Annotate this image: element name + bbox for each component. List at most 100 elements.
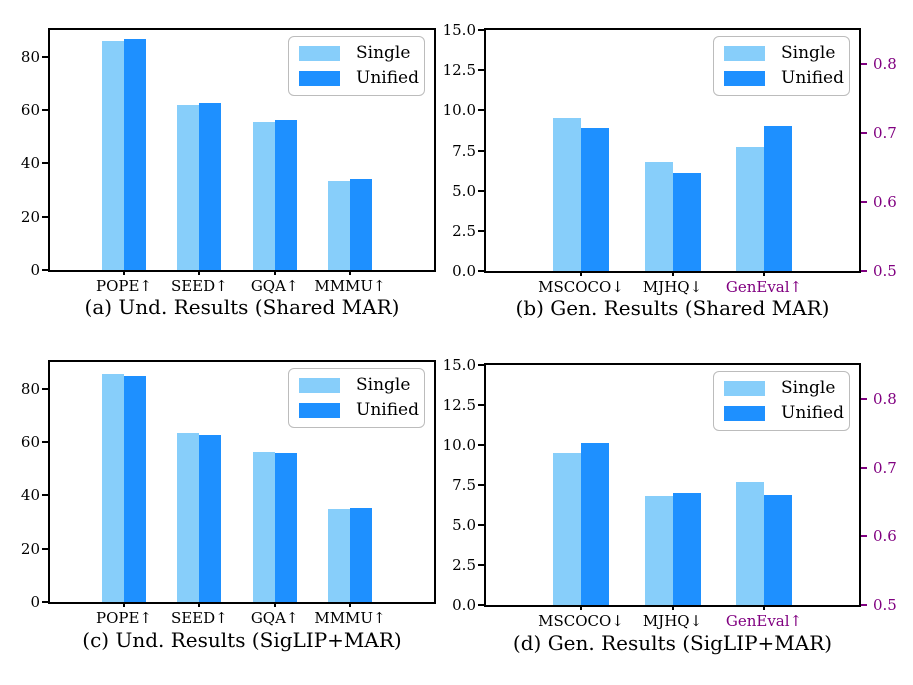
x-axis-tick — [198, 602, 201, 607]
x-axis-tick-label: SEED↑ — [170, 277, 228, 295]
y-axis-tick-label: 10.0 — [442, 436, 476, 454]
bar-single-mscoco — [553, 453, 581, 605]
x-axis-tick — [580, 605, 582, 610]
legend-swatch-single — [299, 46, 340, 61]
y-axis-tick — [42, 55, 48, 58]
bar-single-gqa — [252, 122, 275, 270]
legend: Single Unified — [288, 368, 425, 428]
legend-row: Single — [724, 379, 839, 398]
legend-entry-label: Unified — [781, 68, 844, 88]
y2-axis-tick-label: 0.6 — [873, 193, 897, 212]
y-axis-tick-label: 0 — [30, 593, 40, 611]
legend-entry-label: Single — [356, 43, 411, 63]
caption-b: (b) Gen. Results (Shared MAR) — [515, 296, 830, 320]
y-axis-tick-label: 20 — [20, 207, 40, 226]
y-axis-tick-label: 5.0 — [452, 516, 476, 534]
plot-area-gen-shared-mar: 0.0 2.5 5.0 7.5 10.0 12.5 15.0 0.5 0.6 0.7 0.8 MSCO… — [443, 21, 897, 296]
y2-axis-tick — [861, 466, 867, 469]
y2-axis-tick — [861, 398, 867, 401]
legend-swatch-unified — [724, 71, 765, 86]
x-axis-tick-label: POPE↑ — [95, 277, 152, 295]
y-axis-tick — [478, 404, 484, 406]
legend-row: Single — [299, 376, 414, 395]
y-axis-tick-label: 60 — [20, 433, 40, 451]
y2-axis-tick-label: 0.5 — [873, 596, 897, 614]
y-axis-tick-label: 7.5 — [452, 141, 476, 160]
bar-single-mjhq — [644, 496, 673, 605]
y-axis-tick — [478, 29, 484, 31]
x-axis-tick — [671, 605, 674, 610]
y-axis-tick-label: 5.0 — [452, 181, 476, 200]
bar-single-mmmu — [328, 181, 350, 270]
bar-single-mscoco — [553, 118, 581, 271]
legend-swatch-unified — [724, 406, 765, 421]
y-axis-tick — [478, 564, 484, 566]
legend-entry-label: Unified — [781, 403, 844, 423]
legend-row: Unified — [299, 69, 419, 88]
y-axis-tick — [42, 601, 48, 603]
legend: Single Unified — [288, 36, 425, 96]
y-axis-tick — [42, 547, 48, 550]
y-axis-tick-label: 0.0 — [452, 596, 476, 614]
bar-unified-mmmu — [350, 508, 372, 602]
legend-entry-label: Single — [781, 378, 836, 398]
bar-single-mjhq — [644, 161, 673, 271]
legend-swatch-single — [299, 378, 340, 393]
legend-row: Unified — [724, 404, 844, 423]
x-axis-tick — [580, 271, 582, 276]
x-axis-tick — [273, 270, 276, 275]
bar-single-geneval — [736, 481, 764, 605]
bar-unified-pope — [124, 375, 146, 602]
legend-swatch-single — [724, 381, 765, 396]
y-axis-tick-label: 15.0 — [442, 356, 476, 374]
x-axis-tick-label: GenEval↑ — [725, 612, 803, 630]
legend-entry-label: Unified — [356, 68, 419, 88]
y2-axis-tick — [861, 132, 867, 135]
y-axis-tick-label: 15.0 — [442, 21, 476, 39]
x-axis-tick — [123, 602, 125, 607]
y2-axis-tick — [861, 63, 867, 66]
y-axis-tick — [478, 364, 484, 366]
y-axis-tick — [478, 444, 484, 446]
x-axis-tick — [273, 602, 276, 607]
x-axis-tick — [349, 270, 351, 275]
bar-single-gqa — [252, 452, 275, 602]
legend-entry-label: Single — [781, 43, 836, 63]
y2-axis-tick-label: 0.5 — [873, 262, 897, 280]
y-axis-tick-label: 20 — [20, 539, 40, 558]
legend-row: Single — [299, 44, 414, 63]
bar-unified-gqa — [274, 120, 297, 270]
bar-single-pope — [102, 374, 124, 602]
x-axis-tick-label: GQA↑ — [250, 609, 299, 627]
bar-unified-mscoco — [581, 443, 609, 605]
y-axis-tick-label: 40 — [20, 486, 40, 505]
legend-entry-label: Single — [356, 375, 411, 395]
plot-area-gen-siglip-mar: 0.0 2.5 5.0 7.5 10.0 12.5 15.0 0.5 0.6 0.7 0.8 MSCO… — [443, 356, 897, 630]
bar-unified-gqa — [274, 453, 297, 602]
caption-c: (c) Und. Results (SigLIP+MAR) — [82, 628, 402, 652]
bar-single-seed — [177, 104, 200, 270]
y2-axis-tick — [861, 270, 867, 272]
y-axis-tick — [478, 484, 484, 486]
x-axis-tick-label: POPE↑ — [95, 609, 152, 627]
x-axis-tick — [763, 605, 765, 610]
x-axis-tick-label: SEED↑ — [170, 609, 228, 627]
bar-unified-geneval — [764, 495, 792, 605]
y-axis-tick — [478, 189, 484, 192]
y2-axis-tick-label: 0.8 — [873, 390, 897, 409]
y-axis-tick — [42, 441, 48, 443]
y-axis-tick — [478, 69, 484, 72]
x-axis-tick — [763, 271, 765, 276]
caption-a: (a) Und. Results (Shared MAR) — [84, 295, 400, 319]
y-axis-tick — [478, 604, 484, 606]
bar-unified-mjhq — [672, 493, 701, 605]
y-axis-tick-label: 12.5 — [442, 396, 476, 414]
bar-unified-mscoco — [581, 128, 609, 271]
x-axis-tick-label: GQA↑ — [250, 277, 299, 295]
bar-single-pope — [102, 40, 124, 270]
y-axis-tick-label: 2.5 — [452, 556, 476, 574]
legend-swatch-single — [724, 46, 765, 61]
y-axis-tick-label: 0.0 — [452, 262, 476, 280]
y-axis-tick — [478, 524, 484, 526]
legend: Single Unified — [713, 371, 850, 431]
